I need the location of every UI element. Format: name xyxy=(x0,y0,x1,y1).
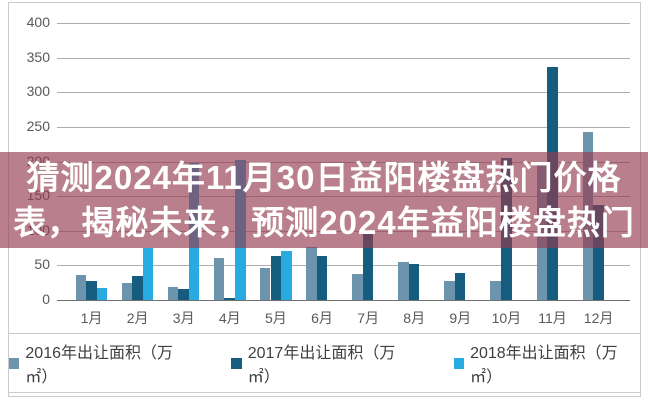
bar-2017年-9月 xyxy=(454,272,466,300)
bar-2017年-2月 xyxy=(132,275,143,300)
y-tick-label-250: 250 xyxy=(26,117,50,134)
bar-2016年-6月 xyxy=(306,247,317,300)
legend-item-2017: 2017年出让面积（万㎡） xyxy=(231,339,417,387)
y-tick-label-300: 300 xyxy=(26,83,50,100)
gridline-300 xyxy=(57,92,630,94)
legend-label: 2017年出让面积（万㎡） xyxy=(247,345,396,386)
x-tick-label-3月: 3月 xyxy=(172,310,195,326)
legend-label: 2016年出让面积（万㎡） xyxy=(25,345,174,386)
gridline-400 xyxy=(57,23,630,24)
bar-2016年-7月 xyxy=(352,274,363,300)
bar-2017年-8月 xyxy=(408,263,420,300)
banner-text-line1: 猜测2024年11月30日益阳楼盘热门价格 xyxy=(26,159,622,196)
legend-item-2018: 2018年出让面积（万㎡） xyxy=(453,339,640,387)
y-tick-label-350: 350 xyxy=(26,48,50,65)
x-tick-label-4月: 4月 xyxy=(218,310,241,326)
gridline-250 xyxy=(57,126,630,128)
x-tick-label-1月: 1月 xyxy=(80,310,103,326)
legend-swatch-icon xyxy=(453,357,465,369)
bar-2017年-1月 xyxy=(86,280,97,300)
legend-swatch-icon xyxy=(9,357,20,369)
x-tick-label-8月: 8月 xyxy=(403,310,426,326)
bar-2017年-12月 xyxy=(593,205,604,300)
bar-2017年-5月 xyxy=(270,255,282,300)
x-tick-label-5月: 5月 xyxy=(264,310,287,326)
bar-2018年-2月 xyxy=(142,248,154,300)
legend-item-2016: 2016年出让面积（万㎡） xyxy=(9,339,195,387)
chart-legend: 2016年出让面积（万㎡） 2017年出让面积（万㎡） 2018年出让面积（万㎡） xyxy=(8,333,641,393)
x-tick-label-11月: 11月 xyxy=(538,310,567,326)
banner-text-line2: 表，揭秘未来，预测2024年益阳楼盘热门 xyxy=(13,204,635,241)
bar-2018年-5月 xyxy=(281,250,292,300)
bar-2017年-7月 xyxy=(362,232,374,300)
bar-2016年-4月 xyxy=(213,258,225,300)
gridline-50 xyxy=(57,265,630,267)
bar-2017年-6月 xyxy=(316,255,328,300)
bar-2016年-3月 xyxy=(167,286,179,300)
legend-label: 2018年出让面积（万㎡） xyxy=(470,345,618,386)
y-tick-label-50: 50 xyxy=(34,256,50,273)
bar-2016年-2月 xyxy=(121,283,133,300)
bar-2016年-5月 xyxy=(259,268,271,300)
y-tick-label-0: 0 xyxy=(42,291,50,307)
x-tick-label-2月: 2月 xyxy=(126,310,149,326)
x-tick-label-7月: 7月 xyxy=(357,310,379,326)
legend-swatch-icon xyxy=(231,357,242,369)
x-tick-label-10月: 10月 xyxy=(491,310,522,326)
bar-2016年-9月 xyxy=(444,280,455,300)
y-tick-label-400: 400 xyxy=(26,14,50,30)
x-tick-label-12月: 12月 xyxy=(583,310,614,326)
bar-2017年-4月 xyxy=(224,297,235,300)
x-axis-line xyxy=(57,300,630,301)
x-tick-label-9月: 9月 xyxy=(449,310,472,326)
overlay-title-banner: 猜测2024年11月30日益阳楼盘热门价格 表，揭秘未来，预测2024年益阳楼盘… xyxy=(0,152,648,248)
bar-2018年-1月 xyxy=(96,287,108,300)
bar-2016年-8月 xyxy=(398,261,409,300)
bar-2016年-1月 xyxy=(75,275,87,300)
bar-2017年-3月 xyxy=(178,288,189,300)
x-tick-label-6月: 6月 xyxy=(311,310,333,326)
gridline-350 xyxy=(57,57,630,59)
bar-2016年-10月 xyxy=(490,280,501,300)
